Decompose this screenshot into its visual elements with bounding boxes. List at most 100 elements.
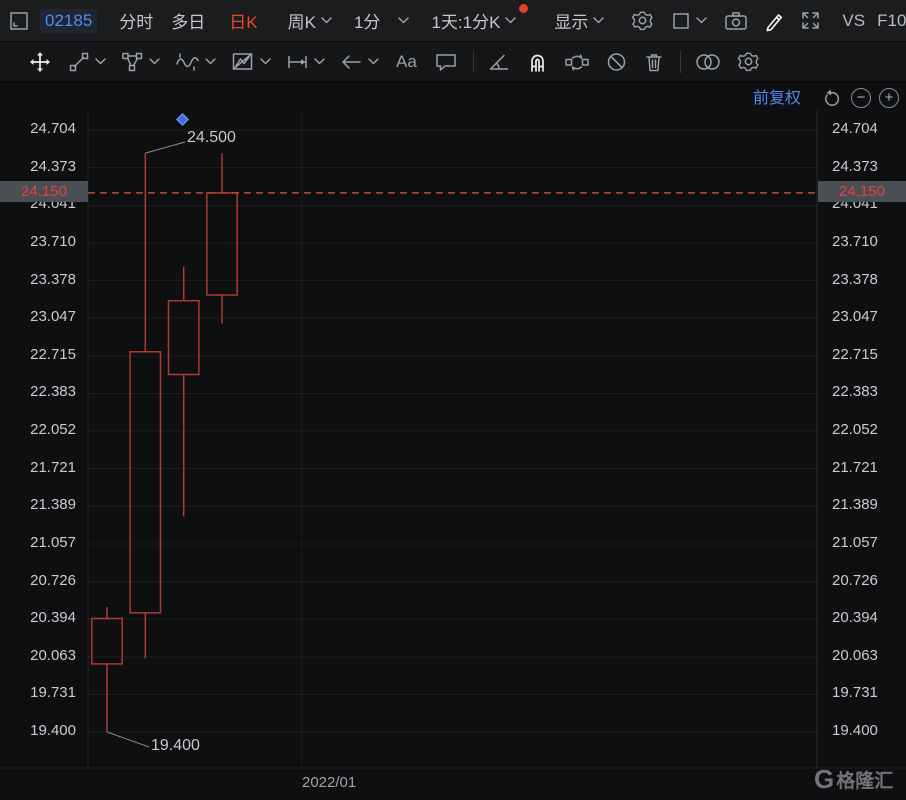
delete-drawings-button[interactable]	[643, 51, 665, 73]
gear-icon	[632, 11, 654, 31]
y-axis-tick-label: 23.710	[832, 232, 878, 250]
y-axis-tick-label: 19.400	[30, 722, 76, 739]
pencil-icon	[766, 13, 783, 31]
chevron-down-icon	[321, 17, 332, 24]
tab-weekly-k[interactable]: 周K	[288, 8, 332, 33]
compare-overlay-button[interactable]	[694, 51, 722, 73]
chevron-down-icon	[260, 58, 271, 65]
tab-minute[interactable]: 分时	[119, 13, 154, 32]
text-tool-button[interactable]: Aa	[396, 51, 417, 71]
gelonghui-logo-icon: G	[814, 764, 834, 794]
y-axis-tick-label: 23.378	[30, 270, 76, 288]
reset-zoom-button[interactable]	[820, 87, 842, 109]
fullscreen-icon	[802, 12, 820, 29]
high-annotation: 24.500	[187, 129, 236, 146]
y-axis-tick-label: 24.704	[832, 120, 878, 137]
zoom-out-button[interactable]: −	[851, 88, 871, 108]
pattern-icon	[232, 52, 253, 70]
y-axis-tick-label: 20.726	[832, 571, 878, 589]
last-price-label-right: 24.150	[818, 181, 906, 203]
comment-icon	[436, 53, 456, 71]
vs-button[interactable]: VS	[842, 10, 866, 30]
y-axis-tick-label: 22.052	[832, 421, 878, 438]
fullscreen-button[interactable]	[799, 9, 822, 32]
arrow-tool-button[interactable]	[340, 51, 379, 73]
angle-icon	[489, 54, 509, 70]
measure-icon	[288, 55, 307, 68]
drawing-toolbar: Aa	[0, 42, 906, 82]
chevron-down-icon	[505, 17, 517, 24]
candle-body	[91, 617, 123, 665]
trash-icon	[646, 53, 662, 71]
y-axis-tick-label: 21.721	[30, 458, 76, 476]
camera-icon	[725, 11, 748, 30]
divider	[472, 50, 474, 73]
y-axis-tick-label: 23.710	[30, 232, 76, 250]
y-axis-tick-label: 20.394	[30, 609, 76, 627]
move-tool-button[interactable]	[28, 50, 52, 74]
symbol-code[interactable]: 02185	[40, 8, 98, 33]
wave-tool-button[interactable]	[175, 51, 216, 73]
y-axis-tick-label: 19.400	[832, 722, 878, 739]
y-axis-tick-label: 22.383	[832, 383, 878, 401]
chevron-down-icon	[593, 17, 605, 24]
y-axis-tick-label: 21.721	[832, 458, 878, 476]
tab-1min-label: 1分	[353, 13, 381, 32]
y-axis-tick-label: 20.394	[832, 609, 878, 627]
zoom-in-button[interactable]: +	[879, 88, 899, 108]
settings-button[interactable]	[631, 9, 654, 32]
gear-icon	[737, 52, 759, 72]
pitchfork-icon	[122, 52, 143, 71]
composite-period-label: 1天:1分K	[431, 13, 501, 32]
adjust-mode-link[interactable]: 前复权	[753, 90, 802, 107]
comment-tool-button[interactable]	[434, 51, 458, 73]
measure-tool-button[interactable]	[286, 51, 325, 73]
display-menu-label: 显示	[554, 13, 589, 32]
draw-mode-button[interactable]	[763, 10, 785, 32]
angle-tool-button[interactable]	[487, 51, 511, 73]
tab-daily-k[interactable]: 日K	[229, 13, 258, 32]
arrow-left-icon	[342, 54, 361, 69]
tab-multiday[interactable]: 多日	[171, 13, 206, 32]
chevron-down-icon	[314, 58, 325, 65]
chart-area[interactable]: 24.704 24.373 24.041 23.710 23.378 23.047 22.7…	[0, 82, 906, 799]
y-axis-tick-label: 20.063	[30, 646, 76, 664]
y-axis-tick-label: 24.373	[30, 157, 76, 175]
notification-dot	[519, 4, 529, 13]
overlap-circles-icon	[696, 53, 720, 70]
sync-drawings-button[interactable]	[564, 51, 590, 73]
y-axis-tick-label: 23.378	[832, 270, 878, 288]
draw-settings-button[interactable]	[737, 50, 760, 73]
chevron-down-icon	[696, 17, 708, 24]
y-axis-tick-label: 21.389	[832, 496, 878, 514]
layout-window-icon	[10, 11, 28, 30]
magnet-mode-button[interactable]	[526, 51, 549, 73]
y-axis-tick-label: 22.383	[30, 383, 76, 401]
move-icon	[30, 51, 50, 72]
tab-1min[interactable]: 1分	[353, 8, 410, 33]
y-axis-tick-label: 22.052	[30, 421, 76, 438]
composite-period-menu[interactable]: 1天:1分K	[431, 4, 529, 33]
f10-button[interactable]: F10	[877, 10, 906, 30]
chevron-down-icon	[398, 17, 410, 24]
trendline-icon	[69, 52, 89, 71]
last-price-label-left: 24.150	[0, 181, 88, 203]
candlestick-plot	[0, 110, 906, 771]
y-axis-tick-label: 23.047	[832, 308, 878, 326]
hide-drawings-button[interactable]	[605, 51, 628, 73]
chevron-down-icon	[205, 58, 216, 65]
pitchfork-tool-button[interactable]	[121, 51, 160, 73]
display-menu[interactable]: 显示	[554, 8, 605, 33]
trendline-tool-button[interactable]	[68, 51, 106, 73]
candle-body	[167, 299, 200, 376]
screenshot-button[interactable]	[724, 10, 748, 32]
chevron-down-icon	[368, 58, 379, 65]
chart-style-button[interactable]	[671, 11, 708, 31]
sync-icon	[565, 53, 589, 71]
layout-window-button[interactable]	[8, 10, 30, 32]
chevron-down-icon	[149, 58, 160, 65]
chevron-down-icon	[95, 58, 106, 65]
chart-style-icon	[673, 12, 690, 29]
pattern-tool-button[interactable]	[231, 51, 271, 73]
magnet-icon	[530, 54, 544, 72]
